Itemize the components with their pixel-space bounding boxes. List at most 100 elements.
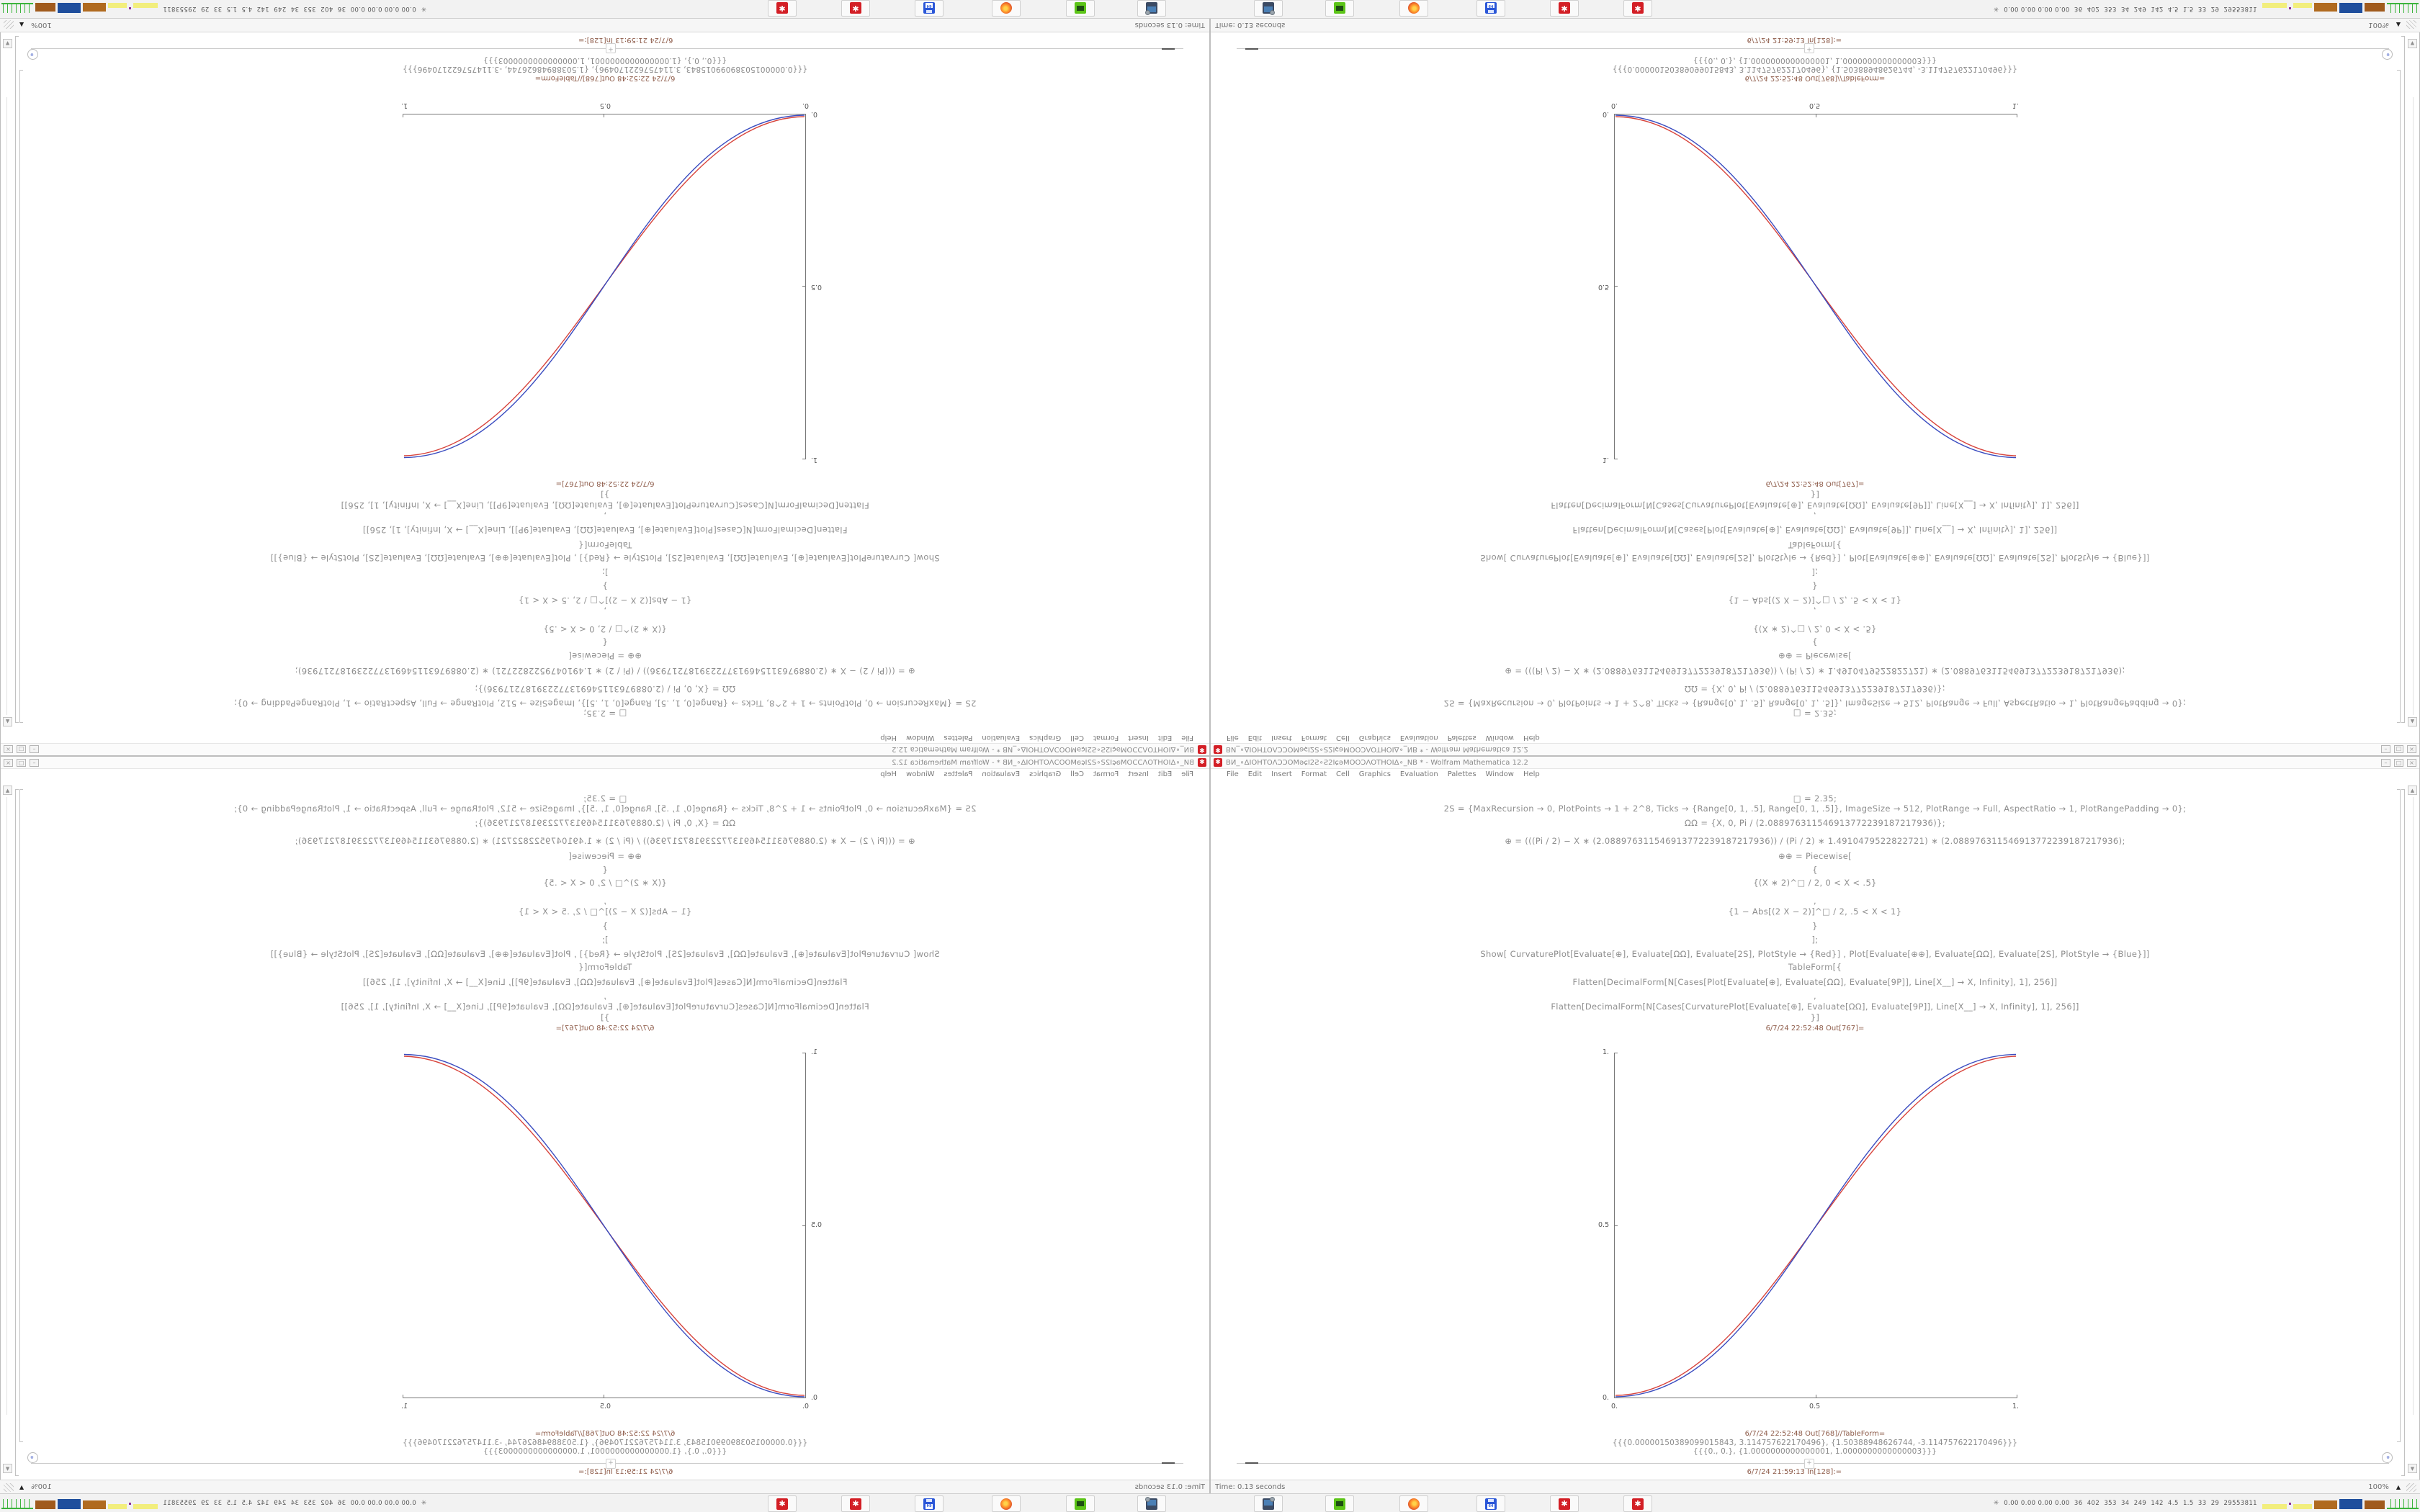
code-line-5[interactable]: {	[1812, 637, 1818, 647]
maximize-button[interactable]: □	[2394, 745, 2403, 754]
menu-item-palettes[interactable]: Palettes	[944, 734, 973, 742]
notebook-content[interactable]: □ = 2.35; 2S = {MaxRecursion → 0, PlotPoi…	[1211, 779, 2419, 1480]
zoom-menu-icon[interactable]: ▲	[19, 22, 24, 28]
scroll-up-arrow-icon[interactable]: ▲	[3, 786, 12, 795]
title-bar[interactable]: ✱ ВИ_∘ΔΙΟΗΤΟΛƆƆΟΜǝɕΙ2Ƨ∘Ƨ2ΙɕǝΜΟΟƆΛΟΤΗΟΙΔ∘…	[1, 757, 1209, 769]
code-line-4[interactable]: ⊕⊕ = Piecewise[	[568, 651, 642, 661]
code-line-12[interactable]: TableForm[{	[578, 962, 632, 972]
cell-group-bracket-outer[interactable]	[15, 789, 19, 1476]
media-app[interactable]	[1066, 0, 1095, 17]
code-line-4[interactable]: ⊕⊕ = Piecewise[	[1778, 851, 1852, 861]
title-bar[interactable]: ✱ ВИ_∘ΔΙΟΗΤΟΛƆƆΟΜǝɕΙ2Ƨ∘Ƨ2ΙɕǝΜΟΟƆΛΟΤΗΟΙΔ∘…	[1211, 743, 2419, 755]
code-line-0[interactable]: □ = 2.35;	[1793, 793, 1837, 804]
mathematica-window-2[interactable]	[768, 1495, 797, 1512]
menu-item-graphics[interactable]: Graphics	[1358, 734, 1391, 742]
menu-item-help[interactable]: Help	[1523, 770, 1540, 778]
menu-item-window[interactable]: Window	[906, 770, 935, 778]
close-button[interactable]: ×	[4, 758, 13, 767]
mathematica-window-1[interactable]	[1550, 1495, 1579, 1512]
menu-item-format[interactable]: Format	[1301, 734, 1327, 742]
window-resize-grip[interactable]	[4, 1482, 14, 1492]
code-line-12[interactable]: TableForm[{	[1788, 962, 1842, 972]
zoom-level[interactable]: 100%	[31, 21, 52, 29]
code-line-3[interactable]: ⊕ = (((Pi / 2) − X ∗ (2.0889763115469137…	[1505, 836, 2125, 846]
code-line-15[interactable]: Flatten[DecimalForm[N[Cases[CurvaturePlo…	[1551, 1002, 2079, 1012]
minimize-button[interactable]: –	[30, 745, 39, 754]
code-line-6[interactable]: {(X ∗ 2)^□ / 2, 0 < X < .5}	[1753, 878, 1877, 888]
menu-item-cell[interactable]: Cell	[1070, 770, 1084, 778]
code-line-0[interactable]: □ = 2.35;	[583, 793, 627, 804]
menu-item-palettes[interactable]: Palettes	[1447, 734, 1476, 742]
code-line-7[interactable]: ,	[1813, 896, 1816, 906]
cell-group-bracket-outer[interactable]	[15, 36, 19, 723]
menu-item-file[interactable]: File	[1227, 734, 1239, 742]
cell-group-bracket-inner[interactable]	[19, 789, 23, 1442]
media-app[interactable]	[1325, 1495, 1354, 1512]
code-line-6[interactable]: {(X ∗ 2)^□ / 2, 0 < X < .5}	[543, 878, 667, 888]
menu-item-graphics[interactable]: Graphics	[1029, 770, 1062, 778]
code-line-14[interactable]: ,	[604, 991, 607, 1001]
firefox[interactable]	[1399, 0, 1428, 17]
scrollbar-track[interactable]	[2413, 797, 2414, 1415]
mathematica-window-1[interactable]	[841, 0, 870, 17]
minimize-button[interactable]: –	[2381, 745, 2390, 754]
code-line-8[interactable]: {1 − Abs[(2 X − 2)]^□ / 2, .5 < X < 1}	[1728, 595, 1902, 606]
menu-item-help[interactable]: Help	[880, 770, 897, 778]
screenshot-tool[interactable]	[1137, 0, 1166, 17]
title-bar[interactable]: ✱ ВИ_∘ΔΙΟΗΤΟΛƆƆΟΜǝɕΙ2Ƨ∘Ƨ2ΙɕǝΜΟΟƆΛΟΤΗΟΙΔ∘…	[1211, 757, 2419, 769]
media-app[interactable]	[1066, 1495, 1095, 1512]
code-line-3[interactable]: ⊕ = (((Pi / 2) − X ∗ (2.0889763115469137…	[1505, 666, 2125, 676]
menu-item-format[interactable]: Format	[1093, 770, 1119, 778]
menu-item-cell[interactable]: Cell	[1336, 734, 1350, 742]
code-line-10[interactable]: ];	[601, 567, 609, 577]
mathematica-window-2[interactable]	[1623, 0, 1652, 17]
code-line-14[interactable]: ,	[1813, 991, 1816, 1001]
code-line-2[interactable]: ΩΩ = {X, 0, Pi / (2.08897631154691377223…	[475, 818, 735, 828]
title-bar[interactable]: ✱ ВИ_∘ΔΙΟΗΤΟΛƆƆΟΜǝɕΙ2Ƨ∘Ƨ2ΙɕǝΜΟΟƆΛΟΤΗΟΙΔ∘…	[1, 743, 1209, 755]
notebook-content[interactable]: □ = 2.35; 2S = {MaxRecursion → 0, PlotPoi…	[1, 779, 1209, 1480]
scroll-up-arrow-icon[interactable]: ▲	[3, 717, 12, 726]
code-line-9[interactable]: }	[602, 581, 608, 591]
menu-item-evaluation[interactable]: Evaluation	[1399, 734, 1438, 742]
firefox[interactable]	[1399, 1495, 1428, 1512]
cell-group-bracket-outer[interactable]	[2401, 36, 2405, 723]
cell-group-bracket-inner[interactable]	[2397, 70, 2401, 723]
menu-item-edit[interactable]: Edit	[1157, 770, 1173, 778]
mathematica-window-1[interactable]	[1550, 0, 1579, 17]
code-line-10[interactable]: ];	[1811, 935, 1819, 945]
window-resize-grip[interactable]	[2406, 20, 2416, 30]
menu-item-evaluation[interactable]: Evaluation	[982, 770, 1021, 778]
cell-group-bracket-inner[interactable]	[2397, 789, 2401, 1442]
cell-group-bracket-outer[interactable]	[2401, 789, 2405, 1476]
scroll-down-arrow-icon[interactable]: ▼	[2408, 1464, 2417, 1473]
screenshot-tool[interactable]	[1137, 1495, 1166, 1512]
scroll-up-arrow-icon[interactable]: ▲	[2408, 717, 2417, 726]
menu-item-insert[interactable]: Insert	[1128, 734, 1149, 742]
code-line-14[interactable]: ,	[1813, 511, 1816, 521]
mathematica-window-2[interactable]	[1623, 1495, 1652, 1512]
code-line-1[interactable]: 2S = {MaxRecursion → 0, PlotPoints → 1 +…	[233, 698, 977, 708]
code-line-16[interactable]: }]	[1810, 490, 1820, 500]
menu-item-file[interactable]: File	[1227, 770, 1239, 778]
zoom-menu-icon[interactable]: ▲	[2396, 22, 2401, 28]
screenshot-tool[interactable]	[1254, 1495, 1283, 1512]
code-line-6[interactable]: {(X ∗ 2)^□ / 2, 0 < X < .5}	[1753, 624, 1877, 634]
menu-item-insert[interactable]: Insert	[1271, 770, 1292, 778]
menu-item-cell[interactable]: Cell	[1336, 770, 1350, 778]
menu-item-help[interactable]: Help	[880, 734, 897, 742]
menu-item-edit[interactable]: Edit	[1157, 734, 1173, 742]
code-line-5[interactable]: {	[602, 865, 608, 875]
notebook-content[interactable]: □ = 2.35; 2S = {MaxRecursion → 0, PlotPoi…	[1211, 32, 2419, 733]
code-line-12[interactable]: TableForm[{	[1788, 540, 1842, 550]
code-line-16[interactable]: }]	[600, 1012, 610, 1022]
code-line-2[interactable]: ΩΩ = {X, 0, Pi / (2.08897631154691377223…	[475, 684, 735, 694]
menu-item-palettes[interactable]: Palettes	[1447, 770, 1476, 778]
vice-x64[interactable]: 64	[915, 0, 944, 17]
cell-group-expand-icon[interactable]: »	[27, 49, 38, 60]
menu-item-cell[interactable]: Cell	[1070, 734, 1084, 742]
scrollbar-track[interactable]	[2413, 97, 2414, 715]
menu-item-file[interactable]: File	[1181, 770, 1193, 778]
cell-insert-plus-button[interactable]: +	[606, 43, 616, 53]
scroll-down-arrow-icon[interactable]: ▼	[3, 39, 12, 48]
code-line-4[interactable]: ⊕⊕ = Piecewise[	[1778, 651, 1852, 661]
